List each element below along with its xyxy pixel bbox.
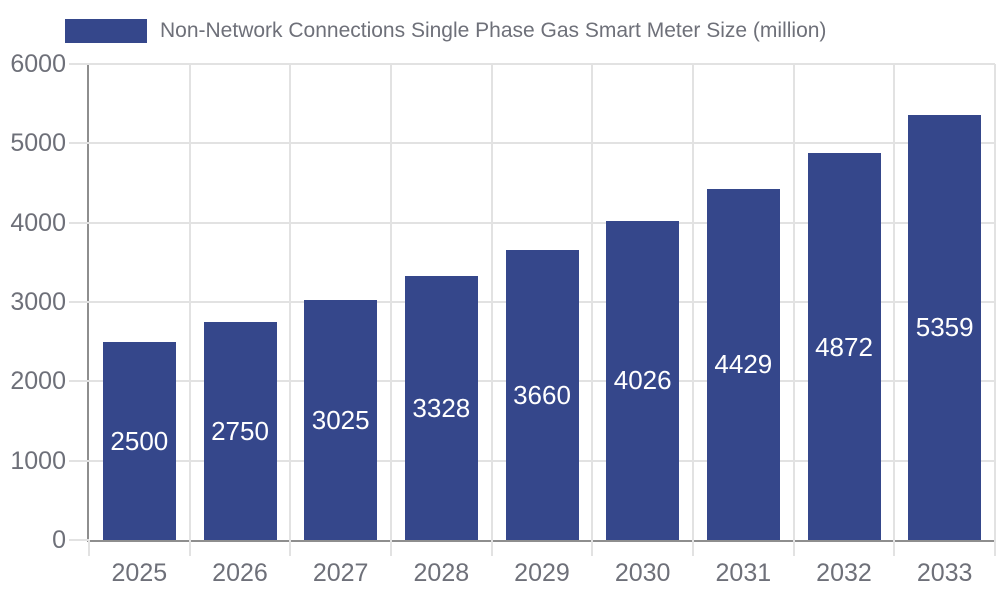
bar-value-label: 5359	[915, 312, 974, 343]
x-axis-tick	[188, 540, 191, 556]
bar-value-label: 4872	[815, 331, 873, 362]
bar-value-label: 2500	[110, 425, 169, 456]
v-gridline	[490, 64, 493, 540]
bar-2025	[102, 341, 176, 540]
v-gridline	[591, 64, 594, 540]
bar-2028	[404, 275, 478, 540]
bar-value-label: 3328	[412, 392, 471, 423]
bar-value-label: 3025	[311, 405, 370, 435]
y-axis-tick	[69, 142, 89, 145]
v-gridline	[188, 64, 191, 540]
bar-value-label: 4026	[613, 365, 672, 396]
x-axis-tick	[490, 540, 493, 556]
y-tick-label: 6000	[10, 50, 66, 78]
v-gridline	[390, 64, 392, 540]
legend-label: Non-Network Connections Single Phase Gas…	[160, 19, 827, 42]
y-axis-tick	[69, 459, 89, 462]
x-axis-tick	[88, 540, 90, 556]
y-axis-tick	[69, 221, 89, 224]
v-gridline	[893, 64, 896, 540]
h-gridline	[89, 63, 995, 65]
y-tick-label: 3000	[10, 288, 66, 316]
legend-item[interactable]: Non-Network Connections Single Phase Gas…	[65, 19, 826, 43]
x-tick-label: 2028	[413, 559, 470, 587]
bar-2030	[606, 220, 680, 540]
y-tick-label: 0	[52, 526, 66, 554]
x-axis-tick	[390, 540, 392, 556]
y-axis-tick	[69, 380, 89, 383]
y-tick-label: 1000	[10, 446, 66, 475]
h-gridline	[89, 142, 995, 145]
bar-value-label: 3660	[513, 379, 571, 410]
x-tick-label: 2027	[312, 559, 369, 587]
x-tick-label: 2029	[514, 559, 570, 587]
bar-2026	[203, 321, 277, 540]
y-axis-tick	[69, 301, 89, 303]
x-tick-label: 2025	[111, 559, 168, 587]
x-axis-tick	[289, 540, 292, 556]
x-axis-tick	[792, 540, 795, 556]
v-gridline	[692, 64, 694, 540]
x-axis-tick	[893, 540, 896, 556]
x-tick-label: 2030	[614, 559, 671, 587]
x-axis-tick	[994, 540, 996, 556]
bar-2033	[908, 114, 982, 540]
y-axis-tick	[69, 539, 89, 541]
y-tick-label: 5000	[10, 129, 66, 158]
h-gridline	[89, 221, 995, 224]
bar-value-label: 4429	[714, 349, 773, 380]
v-gridline	[994, 64, 996, 540]
x-tick-label: 2032	[816, 559, 872, 587]
legend-swatch-icon	[65, 19, 147, 43]
v-gridline	[289, 64, 292, 540]
x-tick-label: 2031	[715, 559, 772, 587]
y-tick-label: 2000	[10, 367, 66, 396]
x-tick-label: 2026	[212, 559, 268, 587]
y-axis-tick	[69, 63, 89, 65]
bar-2031	[706, 188, 780, 540]
bar-2027	[304, 300, 378, 540]
x-axis-tick	[591, 540, 594, 556]
y-tick-label: 4000	[10, 208, 66, 237]
bar-2032	[807, 153, 881, 540]
x-axis-tick	[692, 540, 694, 556]
x-tick-label: 2033	[916, 559, 973, 587]
bar-2029	[505, 249, 579, 540]
bar-value-label: 2750	[211, 415, 269, 446]
v-gridline	[792, 64, 795, 540]
plot-area: 0 1000 2000 3000 4000 5000 6000 2500 2025 2750 202…	[10, 50, 996, 587]
